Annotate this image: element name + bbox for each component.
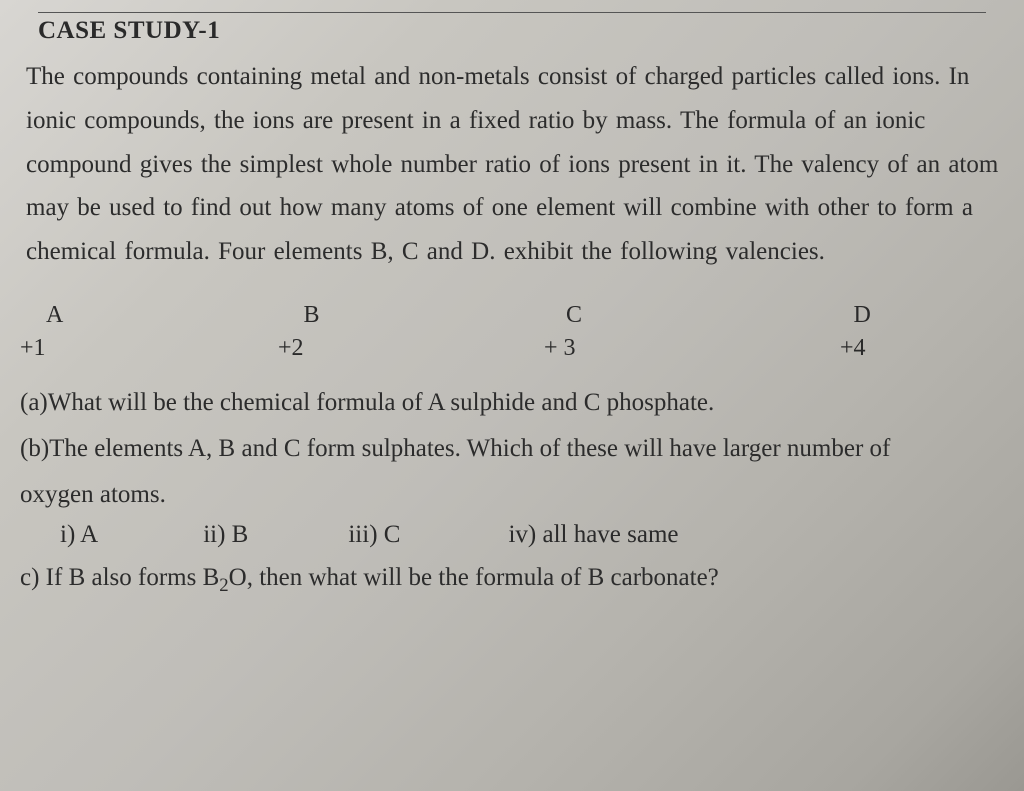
valency-labels-row: A B C D <box>18 302 1016 329</box>
question-c-subscript: 2 <box>219 575 228 596</box>
valency-label-a: A <box>18 302 209 329</box>
valency-value-d: +4 <box>720 335 1016 362</box>
question-a: (a)What will be the chemical formula of … <box>20 380 1016 426</box>
question-c-prefix: c) If B also forms B <box>20 564 219 591</box>
valency-label-c: C <box>466 302 729 329</box>
question-c-suffix: O, then what will be the formula of B ca… <box>229 564 719 591</box>
case-study-title: CASE STUDY-1 <box>38 12 986 45</box>
option-ii: ii) B <box>203 521 248 549</box>
option-iv: iv) all have same <box>508 521 678 549</box>
valency-value-c: + 3 <box>454 335 720 362</box>
valency-value-b: +2 <box>196 335 454 362</box>
option-i: i) A <box>60 521 98 549</box>
valency-values-row: +1 +2 + 3 +4 <box>18 335 1016 362</box>
document-page: CASE STUDY-1 The compounds containing me… <box>0 0 1024 623</box>
valency-label-d: D <box>729 302 1017 329</box>
intro-paragraph: The compounds containing metal and non-m… <box>26 55 1016 274</box>
question-c: c) If B also forms B2O, then what will b… <box>20 555 1016 604</box>
valency-label-b: B <box>209 302 467 329</box>
question-b-continued: oxygen atoms. <box>20 472 1016 518</box>
question-b: (b)The elements A, B and C form sulphate… <box>20 426 1016 472</box>
options-row: i) A ii) B iii) C iv) all have same <box>18 521 1016 549</box>
option-iii: iii) C <box>348 521 400 549</box>
valency-value-a: +1 <box>18 335 196 362</box>
